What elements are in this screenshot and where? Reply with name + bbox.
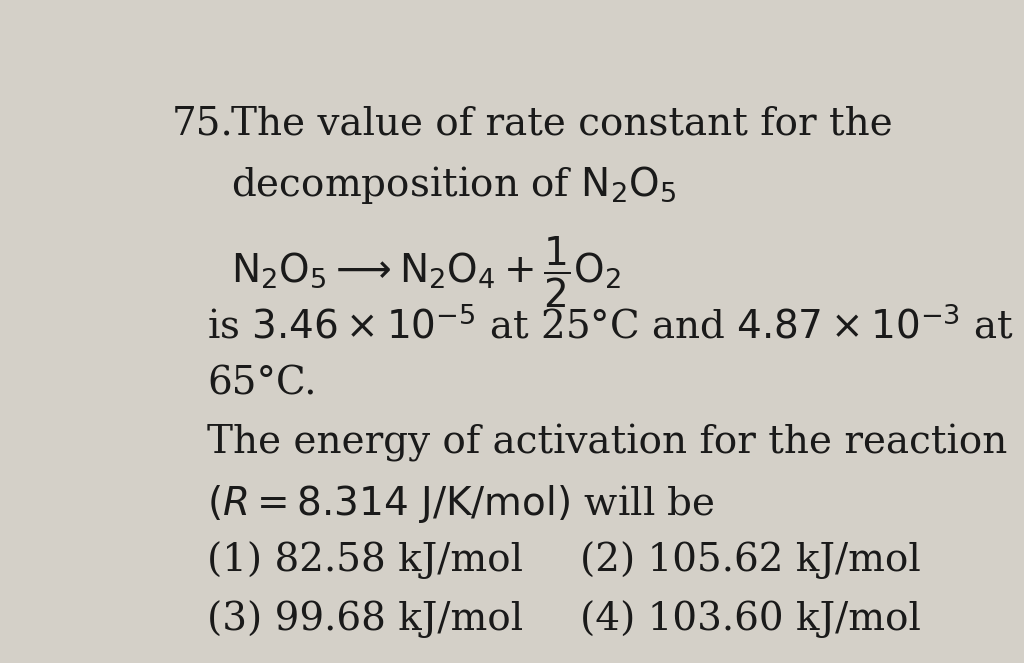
Text: The value of rate constant for the: The value of rate constant for the [231, 105, 893, 142]
Text: (4) 103.60 kJ/mol: (4) 103.60 kJ/mol [581, 600, 922, 638]
Text: (1) 82.58 kJ/mol: (1) 82.58 kJ/mol [207, 542, 523, 579]
Text: is $3.46 \times 10^{-5}$ at 25°C and $4.87 \times 10^{-3}$ at: is $3.46 \times 10^{-5}$ at 25°C and $4.… [207, 307, 1015, 347]
Text: (3) 99.68 kJ/mol: (3) 99.68 kJ/mol [207, 600, 523, 638]
Text: $(R = 8.314\ \mathrm{J/K/mol})$ will be: $(R = 8.314\ \mathrm{J/K/mol})$ will be [207, 483, 715, 525]
Text: 75.: 75. [172, 105, 233, 142]
Text: 65°C.: 65°C. [207, 365, 316, 402]
Text: decomposition of $\mathrm{N_2O_5}$: decomposition of $\mathrm{N_2O_5}$ [231, 164, 677, 206]
Text: $\mathrm{N_2O_5 \longrightarrow N_2O_4 + \dfrac{1}{2}O_2}$: $\mathrm{N_2O_5 \longrightarrow N_2O_4 +… [231, 235, 622, 310]
Text: (2) 105.62 kJ/mol: (2) 105.62 kJ/mol [581, 542, 922, 579]
Text: The energy of activation for the reaction: The energy of activation for the reactio… [207, 424, 1008, 462]
